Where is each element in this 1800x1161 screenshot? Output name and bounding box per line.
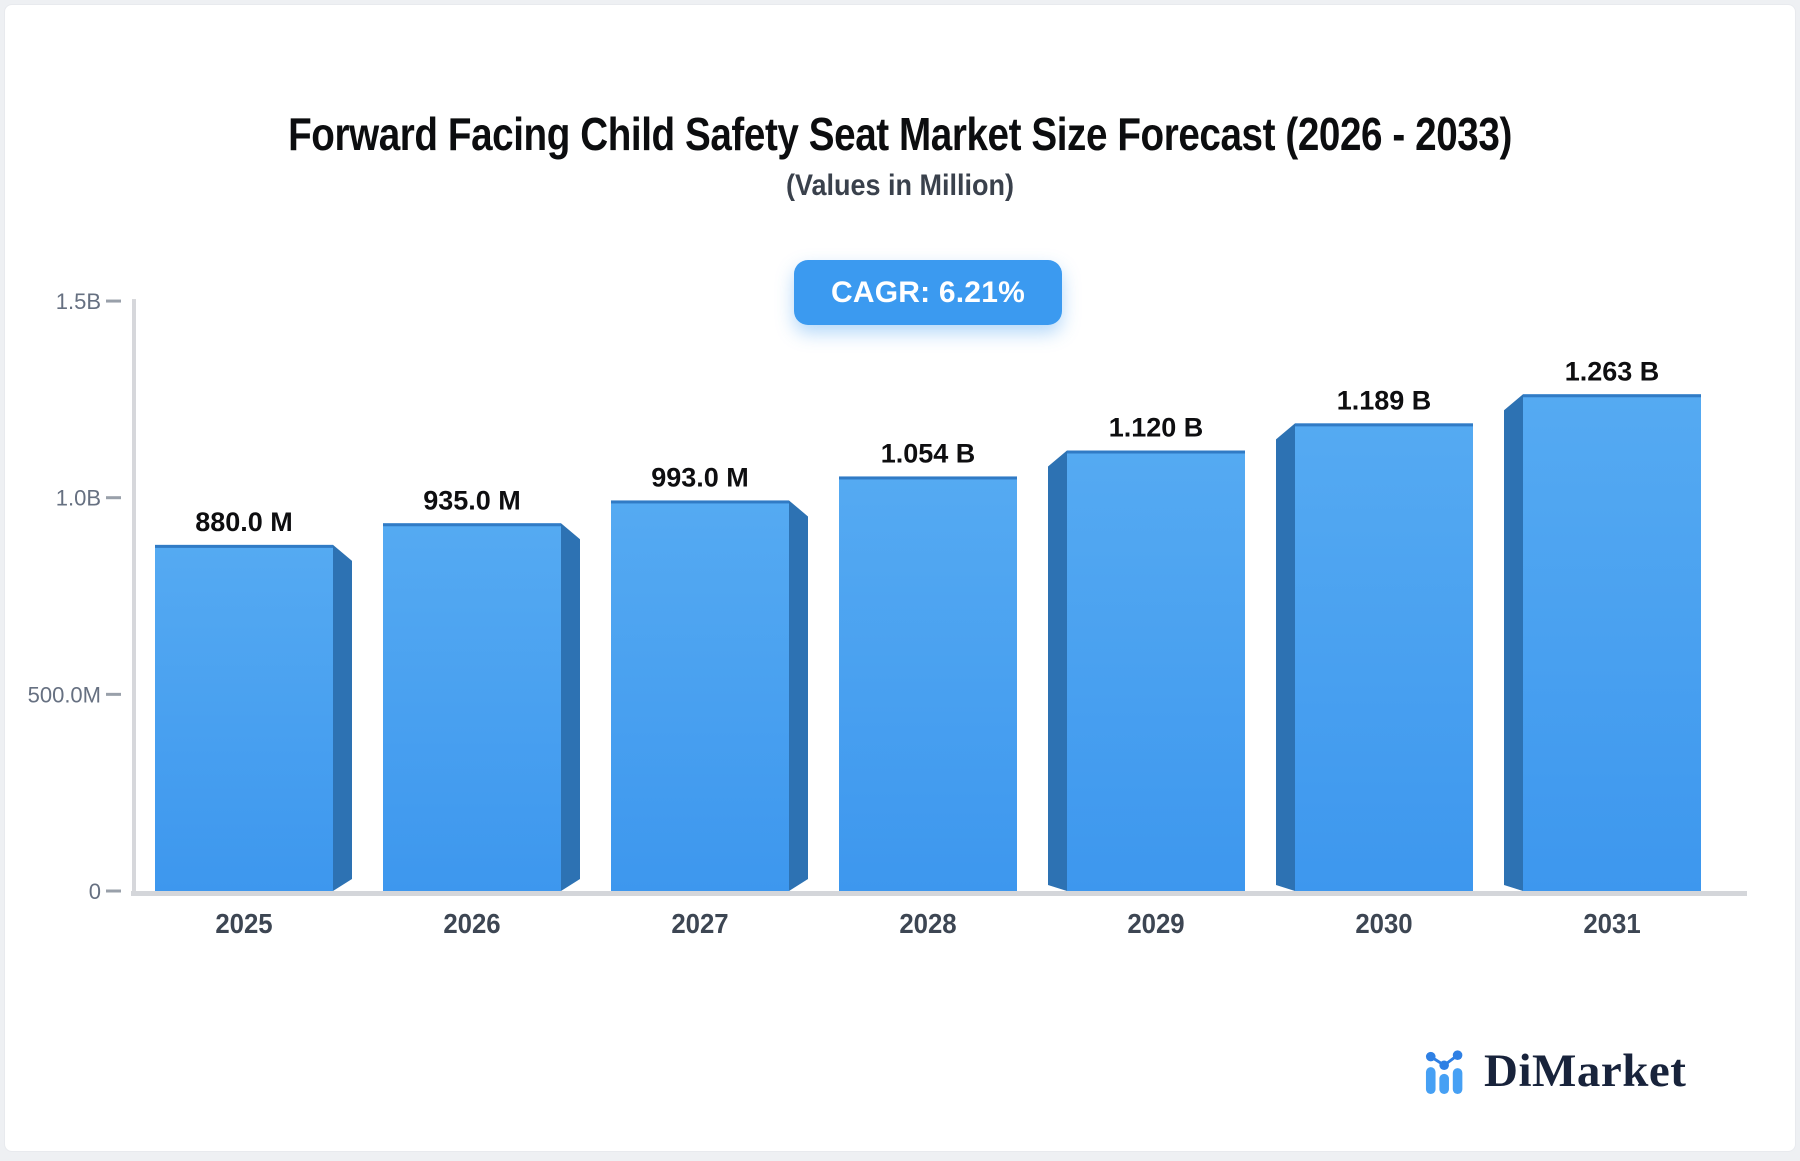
logo-icon-dot <box>1425 1051 1436 1062</box>
x-axis-label-2030: 2030 <box>1355 908 1412 939</box>
logo-icon-bar <box>1425 1067 1436 1094</box>
logo-icon-dot <box>1439 1060 1449 1071</box>
logo-icon-bar <box>1452 1068 1463 1094</box>
bar-top-edge <box>1067 450 1245 454</box>
bar-value-label: 880.0 M <box>195 507 293 537</box>
cagr-badge: CAGR: 6.21% <box>794 260 1062 325</box>
bar-2025 <box>155 544 352 891</box>
x-axis-label-2026: 2026 <box>443 908 500 939</box>
bar-side-face <box>1048 450 1067 891</box>
y-axis-tick <box>106 496 121 500</box>
bar-chart-plot: 1.5B 1.0B 500.0M 0 880.0 M 2025 935.0 M 2026 99… <box>28 289 1747 939</box>
y-axis-tick-label: 500.0M <box>28 682 101 707</box>
bar-face[interactable] <box>1523 394 1701 891</box>
dimarket-logo-icon <box>1425 1050 1463 1094</box>
bar-face[interactable] <box>611 500 789 891</box>
bar-side-face <box>333 544 352 891</box>
bar-value-label: 993.0 M <box>651 462 749 492</box>
x-axis-label-2031: 2031 <box>1583 908 1640 939</box>
bar-value-label: 1.054 B <box>881 438 976 468</box>
x-axis-baseline <box>131 891 1747 896</box>
y-axis-tick <box>106 692 121 696</box>
bars-group <box>155 394 1701 891</box>
bar-face[interactable] <box>1067 450 1245 891</box>
bar-2028 <box>839 476 1017 891</box>
bar-face[interactable] <box>155 544 333 891</box>
y-axis-tick-label: 1.5B <box>56 289 101 314</box>
y-axis-tick-label: 1.0B <box>56 486 101 511</box>
bar-value-label: 935.0 M <box>423 485 521 515</box>
bar-top-edge <box>611 500 789 504</box>
x-axis-label-2025: 2025 <box>215 908 272 939</box>
y-axis-tick-label: 0 <box>89 879 101 904</box>
bar-top-edge <box>383 523 561 527</box>
dimarket-logo: DiMarket <box>1425 1045 1686 1095</box>
bar-2031 <box>1504 394 1701 891</box>
bar-2026 <box>383 523 580 891</box>
bar-value-label: 1.263 B <box>1565 356 1660 386</box>
bar-top-edge <box>1295 423 1473 427</box>
bar-side-face <box>1504 394 1523 891</box>
bar-value-label: 1.120 B <box>1109 413 1204 443</box>
bar-2029 <box>1048 450 1245 891</box>
x-axis-label-2029: 2029 <box>1127 908 1184 939</box>
x-axis-label-2027: 2027 <box>671 908 728 939</box>
bar-side-face <box>1276 423 1295 891</box>
bar-value-label: 1.189 B <box>1337 385 1432 415</box>
x-axis-label-2028: 2028 <box>899 908 956 939</box>
y-axis-tick <box>106 889 121 893</box>
bar-side-face <box>789 500 808 891</box>
page-title: Forward Facing Child Safety Seat Market … <box>288 108 1512 160</box>
bar-top-edge <box>839 476 1017 480</box>
bar-side-face <box>561 523 580 891</box>
chart-labels: 880.0 M 2025 935.0 M 2026 993.0 M 2027 1.054 B… <box>131 356 1747 939</box>
bar-face[interactable] <box>383 523 561 891</box>
chart-subtitle: (Values in Million) <box>785 169 1015 202</box>
y-axis-tick <box>106 299 121 303</box>
bar-top-edge <box>1523 394 1701 398</box>
logo-icon-dot <box>1452 1050 1463 1060</box>
y-axis: 1.5B 1.0B 500.0M 0 <box>28 289 136 904</box>
y-axis-line <box>132 299 136 894</box>
bar-2027 <box>611 500 808 891</box>
dimarket-logo-text: DiMarket <box>1484 1045 1687 1097</box>
bar-face[interactable] <box>1295 423 1473 891</box>
chart-card: Forward Facing Child Safety Seat Market … <box>4 4 1796 1152</box>
bar-2030 <box>1276 423 1473 891</box>
logo-icon-bar <box>1439 1073 1449 1094</box>
bar-face[interactable] <box>839 476 1017 891</box>
bar-top-edge <box>155 544 333 548</box>
